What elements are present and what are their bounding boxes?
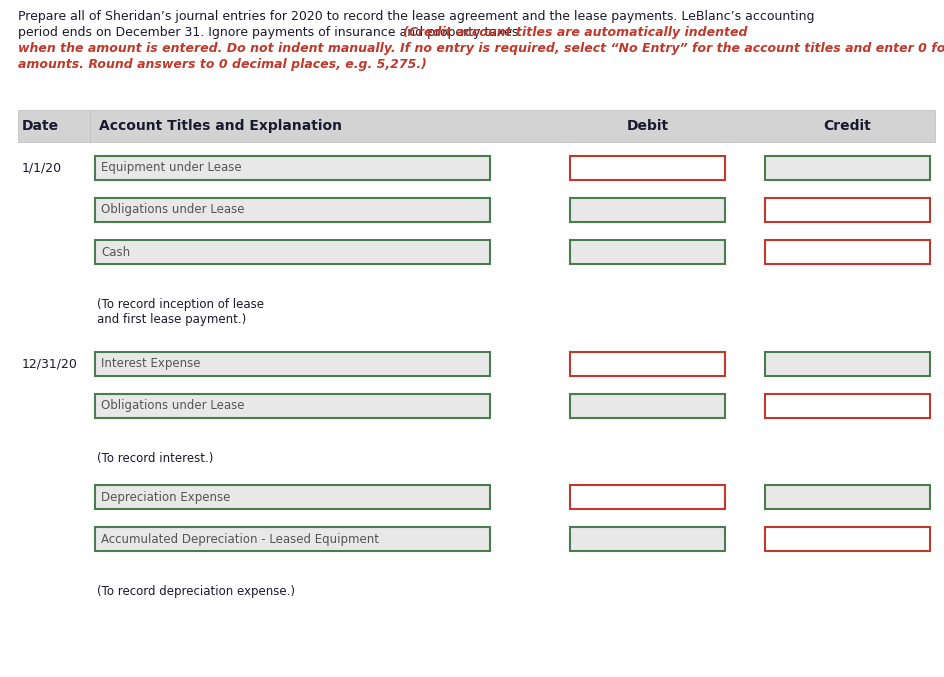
Bar [765,394,929,418]
Bar [569,485,724,509]
Text: period ends on December 31. Ignore payments of insurance and property taxes.: period ends on December 31. Ignore payme… [18,26,526,39]
Text: Account Titles and Explanation: Account Titles and Explanation [99,119,342,133]
Text: amounts. Round answers to 0 decimal places, e.g. 5,275.): amounts. Round answers to 0 decimal plac… [18,58,427,71]
Text: Cash: Cash [101,246,130,259]
Bar [765,240,929,264]
Text: and first lease payment.): and first lease payment.) [97,313,246,326]
Text: Interest Expense: Interest Expense [101,357,200,370]
Bar [569,240,724,264]
Bar [18,110,934,142]
Text: Date: Date [22,119,59,133]
Bar [569,156,724,180]
Bar [95,485,490,509]
Text: (To record inception of lease: (To record inception of lease [97,298,263,311]
Bar [95,394,490,418]
Text: (To record depreciation expense.): (To record depreciation expense.) [97,585,295,598]
Text: Obligations under Lease: Obligations under Lease [101,399,244,412]
Text: Depreciation Expense: Depreciation Expense [101,491,230,504]
Bar [95,198,490,222]
Bar [765,156,929,180]
Bar [765,485,929,509]
Bar [95,240,490,264]
Bar [765,527,929,551]
Text: Obligations under Lease: Obligations under Lease [101,204,244,217]
Bar [569,352,724,376]
Text: 12/31/20: 12/31/20 [22,357,77,370]
Text: Debit: Debit [626,119,667,133]
Bar [95,156,490,180]
Text: Equipment under Lease: Equipment under Lease [101,162,242,175]
Text: Prepare all of Sheridan’s journal entries for 2020 to record the lease agreement: Prepare all of Sheridan’s journal entrie… [18,10,814,23]
Text: (To record interest.): (To record interest.) [97,452,213,465]
Text: (Credit account titles are automatically indented: (Credit account titles are automatically… [402,26,747,39]
Text: 1/1/20: 1/1/20 [22,162,62,175]
Bar [95,352,490,376]
Bar [569,198,724,222]
Bar [765,352,929,376]
Bar [765,198,929,222]
Text: Accumulated Depreciation - Leased Equipment: Accumulated Depreciation - Leased Equipm… [101,533,379,546]
Text: Credit: Credit [823,119,870,133]
Bar [569,394,724,418]
Bar [95,527,490,551]
Text: when the amount is entered. Do not indent manually. If no entry is required, sel: when the amount is entered. Do not inden… [18,42,944,55]
Bar [569,527,724,551]
